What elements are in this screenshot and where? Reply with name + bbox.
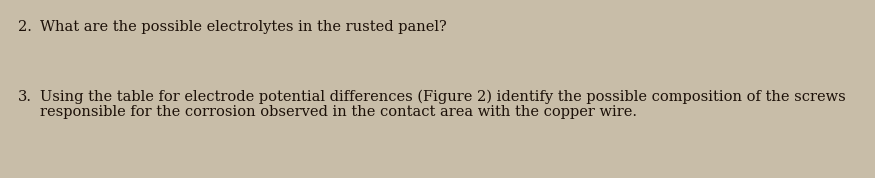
Text: 3.: 3. (18, 90, 32, 104)
Text: 2.: 2. (18, 20, 31, 34)
Text: Using the table for electrode potential differences (Figure 2) identify the poss: Using the table for electrode potential … (40, 90, 846, 104)
Text: responsible for the corrosion observed in the contact area with the copper wire.: responsible for the corrosion observed i… (40, 105, 637, 119)
Text: What are the possible electrolytes in the rusted panel?: What are the possible electrolytes in th… (40, 20, 447, 34)
